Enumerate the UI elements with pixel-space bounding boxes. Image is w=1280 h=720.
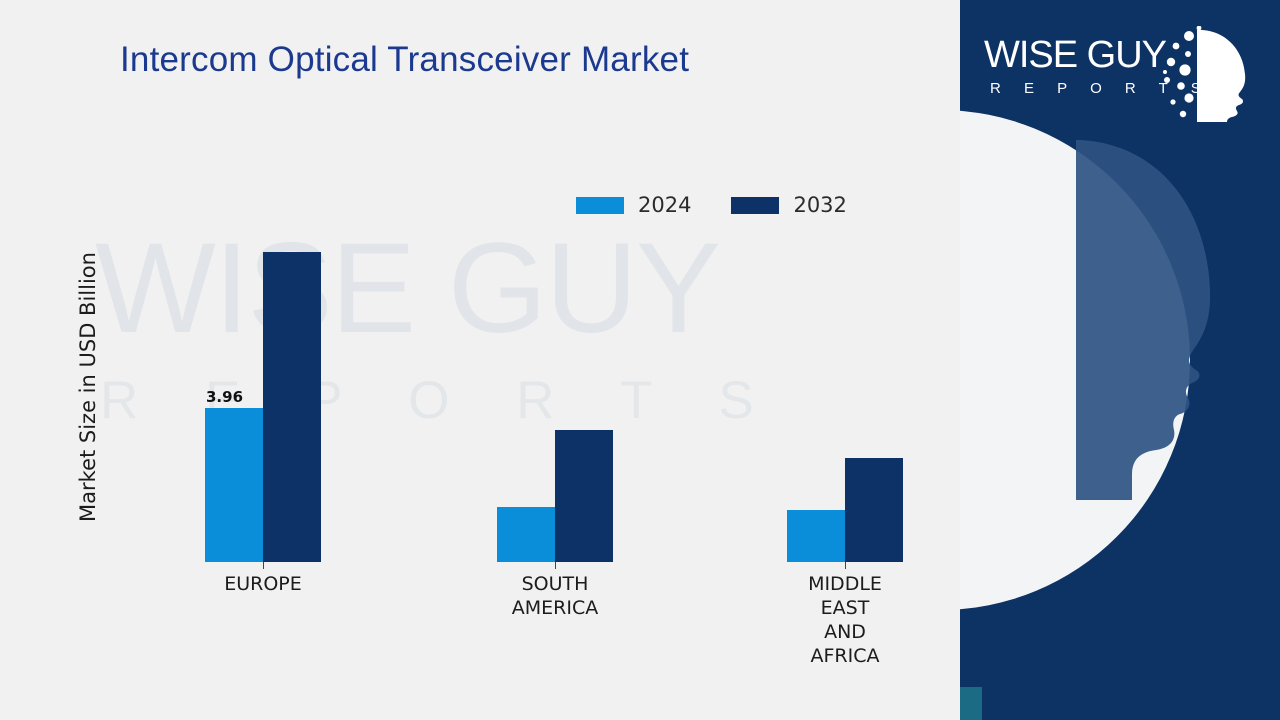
brand-logo-wordmark: WISE GUY [984, 34, 1167, 76]
axis-tick [845, 562, 846, 569]
brand-logo[interactable]: WISE GUY R E P O R T S [984, 26, 1260, 122]
legend-item-2032[interactable]: 2032 [731, 193, 847, 217]
bar-south-america-2032[interactable] [555, 430, 613, 562]
page-title: Intercom Optical Transceiver Market [120, 40, 690, 79]
logo-head-icon [1163, 26, 1246, 122]
x-axis-category-label: SOUTH AMERICA [511, 573, 599, 619]
legend-swatch-2024 [576, 196, 624, 214]
bar-south-america-2024[interactable] [497, 507, 555, 562]
legend-label-2032: 2032 [793, 193, 847, 217]
axis-tick [555, 562, 556, 569]
x-axis-category-label: EUROPE [224, 573, 302, 595]
legend-swatch-2032 [731, 196, 780, 214]
legend-label-2024: 2024 [638, 193, 692, 217]
bar-middle-east-and-africa-2032[interactable] [845, 458, 903, 562]
bar-europe-2024[interactable] [205, 408, 263, 562]
x-axis-category-label: MIDDLE EAST AND AFRICA [808, 573, 882, 667]
bar-europe-2032[interactable] [263, 252, 321, 562]
legend-item-2024[interactable]: 2024 [576, 193, 691, 217]
brand-panel: WISE GUY R E P O R T S [960, 0, 1280, 720]
accent-strip [960, 687, 982, 720]
brand-logo-subtitle: R E P O R T S [990, 80, 1211, 97]
chart-area: WISE GUY R E P O R T S Intercom Optical … [76, 40, 903, 667]
head-profile-icon [1076, 140, 1211, 500]
axis-tick [263, 562, 264, 569]
bar-value-label: 3.96 [206, 388, 244, 406]
bar-plot: 3.96 EUROPE SOUTH AMERICA MIDDLE EAST AND AFRIC… [205, 252, 903, 667]
chart-legend: 2024 2032 [576, 193, 847, 217]
bar-middle-east-and-africa-2024[interactable] [787, 510, 845, 562]
